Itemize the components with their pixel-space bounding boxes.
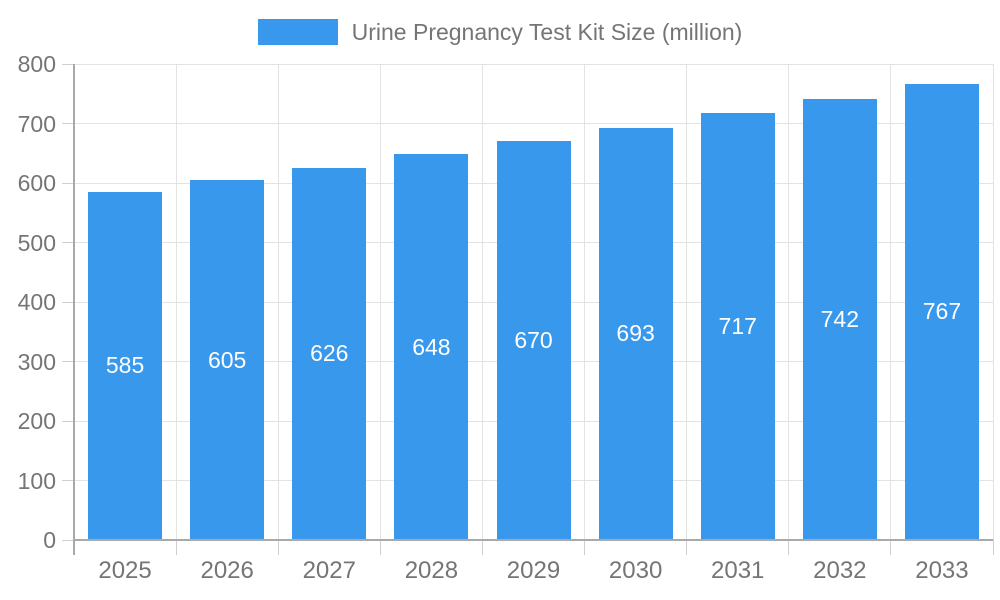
y-tick-label: 700: [17, 110, 56, 137]
bar[interactable]: 626: [292, 167, 367, 539]
y-axis-tick: [62, 301, 74, 303]
y-tick-label: 300: [17, 348, 56, 375]
y-axis-tick: [62, 123, 74, 124]
y-axis-tick: [62, 361, 74, 362]
bar[interactable]: 648: [394, 154, 469, 539]
bar-value-label: 767: [922, 298, 962, 325]
y-tick-label: 200: [17, 408, 56, 434]
y-tick-label: 100: [17, 467, 56, 494]
bar-value-label: 626: [310, 340, 349, 367]
y-axis-tick: [62, 480, 74, 481]
bar[interactable]: 670: [496, 141, 571, 539]
bar[interactable]: 717: [700, 113, 775, 539]
h-gridline: [74, 63, 993, 65]
bar-value-label: 605: [207, 346, 247, 373]
v-gridline: [481, 64, 483, 540]
y-axis-tick: [62, 242, 74, 243]
x-axis-tick: [175, 540, 177, 555]
bar-value-label: 648: [412, 333, 451, 360]
v-gridline: [379, 64, 381, 540]
bar-value-label: 717: [718, 313, 757, 340]
x-tick-label: 2025: [98, 557, 152, 584]
y-axis-line: [72, 64, 75, 555]
y-tick-label: 400: [17, 289, 56, 315]
y-axis-tick: [62, 182, 74, 184]
bar[interactable]: 605: [190, 180, 265, 539]
bar-value-label: 693: [616, 320, 655, 347]
x-tick-label: 2028: [404, 557, 459, 584]
legend-label: Urine Pregnancy Test Kit Size (million): [351, 18, 743, 45]
x-axis-tick: [788, 540, 790, 555]
x-axis-tick: [481, 540, 483, 555]
x-axis-line: [74, 539, 993, 541]
legend-swatch[interactable]: [257, 19, 338, 45]
bar[interactable]: 585: [88, 191, 163, 539]
v-gridline: [788, 64, 790, 540]
bar-value-label: 742: [820, 305, 860, 332]
x-tick-label: 2027: [302, 557, 356, 584]
y-tick-label: 600: [17, 170, 56, 196]
y-axis-tick: [62, 63, 74, 65]
x-axis-tick: [686, 540, 688, 555]
legend[interactable]: Urine Pregnancy Test Kit Size (million): [0, 8, 1000, 56]
x-axis-tick: [277, 540, 279, 555]
x-axis-tick: [379, 540, 381, 555]
x-tick-label: 2029: [506, 557, 561, 584]
bar-value-label: 585: [105, 352, 145, 379]
y-axis-tick: [62, 420, 74, 422]
v-gridline: [584, 64, 586, 540]
x-tick-label: 2033: [915, 557, 969, 584]
bar[interactable]: 693: [598, 127, 673, 539]
y-tick-label: 0: [43, 527, 56, 553]
x-axis-tick: [890, 540, 892, 555]
y-axis-tick: [62, 539, 74, 541]
v-gridline: [890, 64, 892, 540]
v-gridline: [992, 64, 994, 540]
bar[interactable]: 742: [802, 98, 877, 539]
x-tick-label: 2026: [200, 557, 254, 584]
x-tick-label: 2030: [608, 557, 663, 584]
bar-value-label: 670: [514, 327, 553, 354]
x-axis-tick: [584, 540, 586, 555]
v-gridline: [277, 64, 279, 540]
x-axis-tick: [992, 540, 994, 555]
v-gridline: [175, 64, 177, 540]
x-tick-label: 2032: [813, 557, 867, 584]
y-tick-label: 800: [17, 51, 56, 77]
x-tick-label: 2031: [711, 557, 765, 584]
y-tick-label: 500: [17, 229, 56, 256]
v-gridline: [686, 64, 688, 540]
bar[interactable]: 767: [904, 83, 979, 539]
h-gridline: [74, 123, 993, 124]
